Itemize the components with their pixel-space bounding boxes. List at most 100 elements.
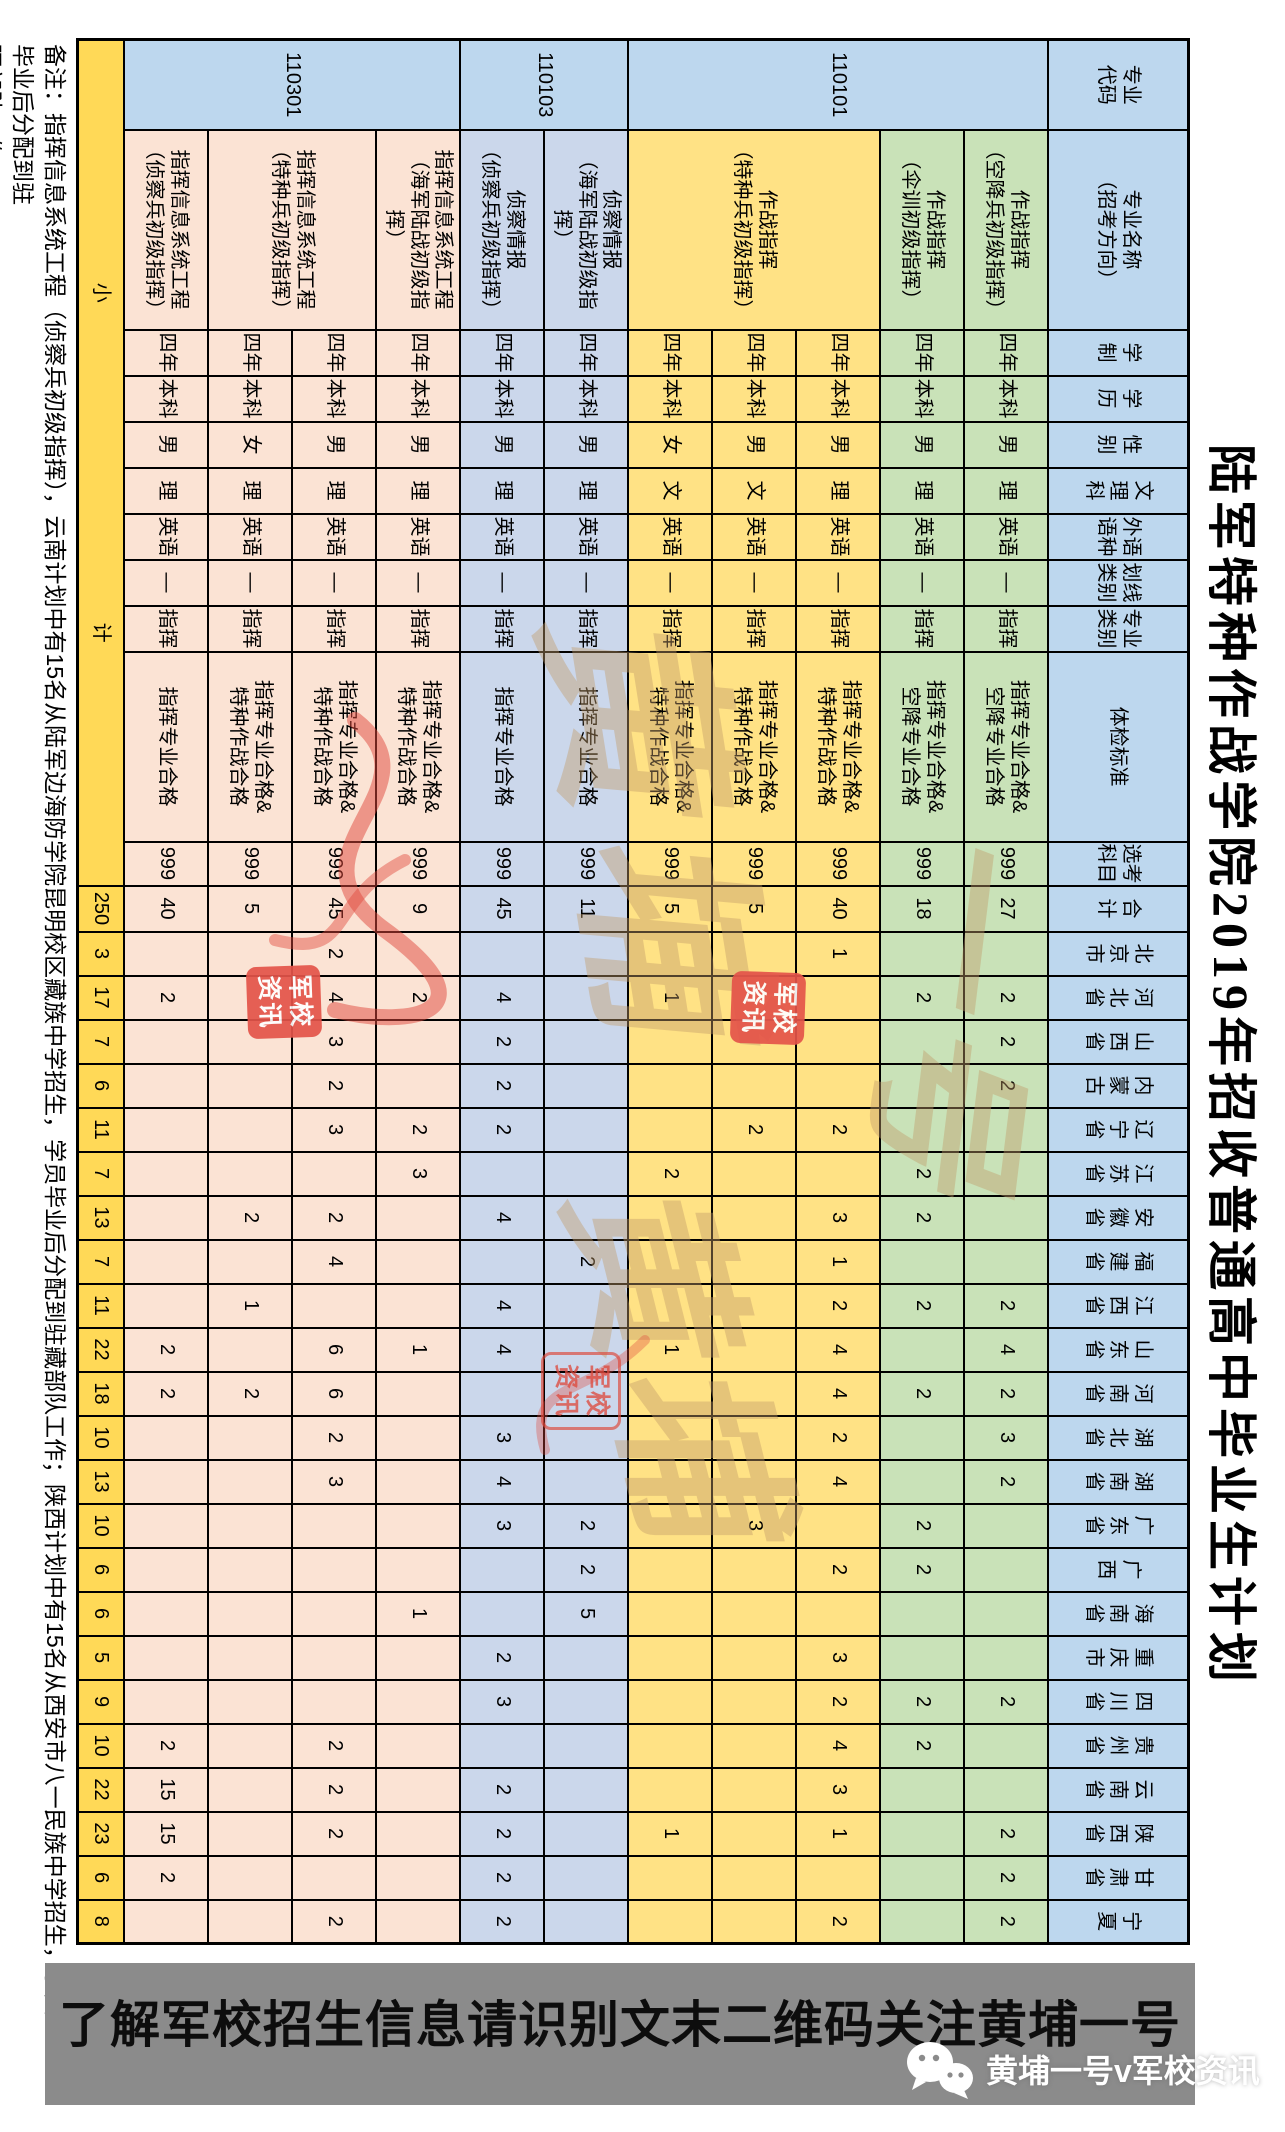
table-cell: 5 bbox=[77, 1635, 125, 1680]
table-cell: 指挥 bbox=[544, 605, 629, 652]
table-cell bbox=[460, 931, 545, 976]
table-cell bbox=[460, 1151, 545, 1196]
table-cell: 2 bbox=[292, 1415, 377, 1460]
table-cell: 2 bbox=[124, 1327, 209, 1372]
table-cell: 四年 bbox=[880, 329, 965, 376]
table-cell: 英语 bbox=[460, 513, 545, 560]
table-cell: 2 bbox=[292, 1767, 377, 1812]
table-cell: 11 bbox=[77, 1283, 125, 1328]
table-cell bbox=[628, 1459, 713, 1504]
table-cell: 作战指挥 （特种兵初级指挥） bbox=[628, 129, 881, 330]
header-cell: 体检标准 bbox=[1048, 651, 1189, 842]
table-cell bbox=[964, 1547, 1049, 1592]
table-cell: 999 bbox=[628, 841, 713, 886]
table-cell bbox=[628, 1591, 713, 1636]
table-cell bbox=[544, 1019, 629, 1064]
table-cell: 指挥 bbox=[292, 605, 377, 652]
header-cell: 广西 bbox=[1048, 1547, 1189, 1592]
table-cell: 2 bbox=[292, 1811, 377, 1856]
header-cell: 山西省 bbox=[1048, 1019, 1189, 1064]
table-cell bbox=[544, 931, 629, 976]
table-cell: 2 bbox=[460, 1811, 545, 1856]
table-cell bbox=[376, 1503, 461, 1548]
table-cell bbox=[544, 1371, 629, 1416]
table-cell: 指挥 bbox=[460, 605, 545, 652]
table-cell bbox=[880, 1855, 965, 1900]
table-cell: 本科 bbox=[376, 375, 461, 422]
table-cell bbox=[796, 1063, 881, 1108]
table-cell bbox=[460, 1547, 545, 1592]
header-cell: 江苏省 bbox=[1048, 1151, 1189, 1196]
table-cell: 指挥专业合格 bbox=[460, 651, 545, 842]
table-cell: 2 bbox=[124, 1371, 209, 1416]
enrollment-plan-table: 专业 代码 专业名称 （招考方向）学制学历性别文理科外语 语种 划线 类别 专业 类别 体检标准选… bbox=[76, 38, 1190, 1945]
table-cell bbox=[208, 1327, 293, 1372]
table-cell: 10 bbox=[77, 1723, 125, 1768]
promo-banner: 了解军校招生信息请识别文末二维码关注黄埔一号 bbox=[45, 1963, 1195, 2105]
table-cell: 10 bbox=[77, 1415, 125, 1460]
table-cell: 999 bbox=[124, 841, 209, 886]
table-cell: 2 bbox=[292, 1899, 377, 1944]
table-cell bbox=[796, 1591, 881, 1636]
table-cell bbox=[376, 1459, 461, 1504]
table-cell bbox=[292, 1591, 377, 1636]
table-cell: 2 bbox=[964, 1899, 1049, 1944]
header-cell: 安徽省 bbox=[1048, 1195, 1189, 1240]
table-cell: 2 bbox=[208, 1195, 293, 1240]
table-cell: 2 bbox=[964, 1811, 1049, 1856]
table-cell bbox=[796, 975, 881, 1020]
table-cell bbox=[628, 1195, 713, 1240]
table-cell bbox=[964, 931, 1049, 976]
table-cell: 3 bbox=[796, 1635, 881, 1680]
table-cell bbox=[880, 1459, 965, 1504]
table-cell bbox=[544, 1679, 629, 1724]
table-cell bbox=[376, 1855, 461, 1900]
table-cell bbox=[712, 1327, 797, 1372]
table-cell bbox=[964, 1151, 1049, 1196]
table-cell bbox=[880, 1327, 965, 1372]
table-cell: 文 bbox=[712, 467, 797, 514]
table-cell bbox=[712, 1019, 797, 1064]
table-cell: 4 bbox=[796, 1459, 881, 1504]
table-cell: — bbox=[796, 559, 881, 606]
table-cell bbox=[964, 1635, 1049, 1680]
table-cell: 3 bbox=[796, 1195, 881, 1240]
table-cell bbox=[208, 1063, 293, 1108]
table-cell: 指挥 bbox=[796, 605, 881, 652]
header-cell: 专业 类别 bbox=[1048, 605, 1189, 652]
table-cell bbox=[208, 1547, 293, 1592]
table-cell: 2 bbox=[796, 1899, 881, 1944]
table-cell: 4 bbox=[460, 1459, 545, 1504]
table-cell: 1 bbox=[376, 1327, 461, 1372]
table-cell: 本科 bbox=[712, 375, 797, 422]
table-cell bbox=[712, 1459, 797, 1504]
table-cell bbox=[796, 1503, 881, 1548]
header-cell: 江西省 bbox=[1048, 1283, 1189, 1328]
header-cell: 专业名称 （招考方向） bbox=[1048, 129, 1189, 330]
wechat-icon bbox=[907, 2042, 973, 2099]
table-cell: — bbox=[712, 559, 797, 606]
table-cell: 2 bbox=[964, 975, 1049, 1020]
table-cell: 1 bbox=[628, 975, 713, 1020]
table-cell: 15 bbox=[124, 1767, 209, 1812]
table-cell: 2 bbox=[880, 1723, 965, 1768]
table-cell bbox=[712, 1855, 797, 1900]
table-cell: 2 bbox=[460, 1635, 545, 1680]
table-cell bbox=[544, 1767, 629, 1812]
table-cell bbox=[124, 1151, 209, 1196]
table-cell: 四年 bbox=[712, 329, 797, 376]
table-cell: 3 bbox=[796, 1767, 881, 1812]
table-cell: 男 bbox=[376, 421, 461, 468]
remarks: 备注：指挥信息系统工程（侦察兵初级指挥），云南计划中有15名从陆军边海防学院昆明… bbox=[0, 44, 71, 2024]
table-cell bbox=[124, 931, 209, 976]
table-cell: 9 bbox=[376, 885, 461, 932]
table-cell: 11 bbox=[544, 885, 629, 932]
table-cell: — bbox=[376, 559, 461, 606]
table-cell: 45 bbox=[292, 885, 377, 932]
table-cell: 2 bbox=[544, 1503, 629, 1548]
table-cell bbox=[376, 1019, 461, 1064]
major-row: 侦察情报 （侦察兵初级指挥） 四年 本科男理英语 — 指挥 指挥专业合格 999 45 4 2 2 2 4… bbox=[460, 40, 545, 1944]
table-cell: 1 bbox=[796, 931, 881, 976]
table-cell: 本科 bbox=[628, 375, 713, 422]
